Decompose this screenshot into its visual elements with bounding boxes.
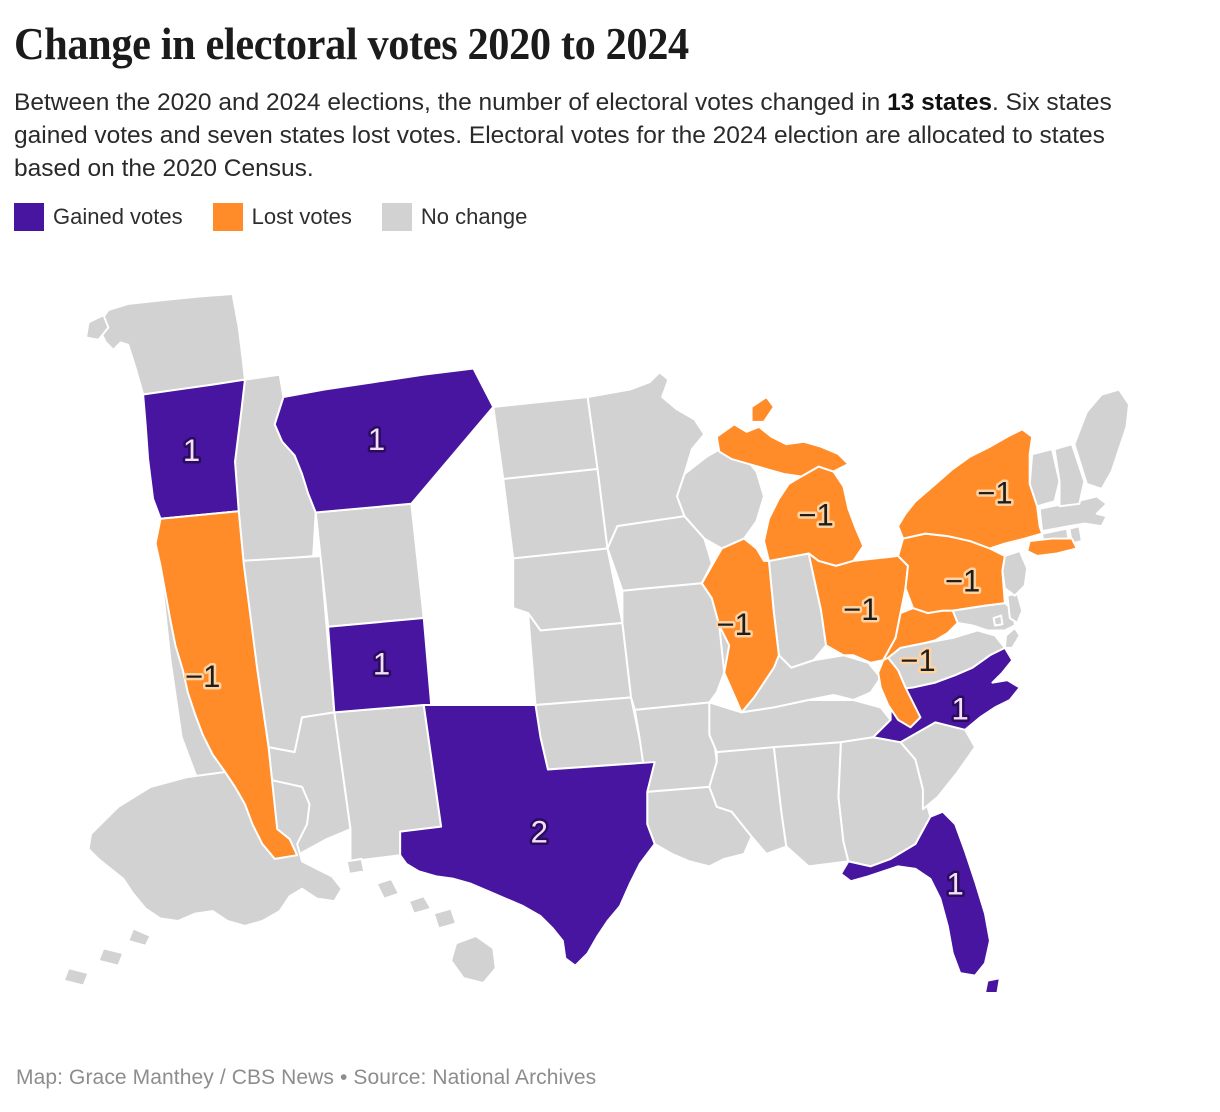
state-south-dakota[interactable] [502,468,609,560]
legend-swatch-lost [212,203,243,231]
state-new-hampshire[interactable] [1053,443,1086,508]
map-legend: Gained votes Lost votes No change [14,203,1206,231]
state-virginia-eastern-shore[interactable] [1003,626,1021,649]
state-label-WV: −1 [900,643,935,678]
state-michigan-upper[interactable] [715,396,850,478]
state-label-MT: 1 [368,422,385,457]
legend-item-no-change[interactable]: No change [381,203,528,231]
state-new-york[interactable] [897,428,1078,557]
state-montana[interactable] [273,367,495,514]
state-new-jersey[interactable] [1001,549,1029,597]
states-gained-group [142,367,1021,995]
state-label-OR: 1 [183,433,200,468]
legend-swatch-nochange [381,203,412,231]
legend-swatch-gained [14,203,44,231]
state-texas[interactable] [399,703,656,967]
state-alaska[interactable] [62,771,343,987]
legend-label-lost: Lost votes [251,204,352,229]
state-west-virginia[interactable] [877,607,959,729]
state-california[interactable] [154,510,299,860]
state-hawaii[interactable] [345,857,497,985]
state-washington[interactable] [94,292,246,396]
subtitle-text-part-2: . Six states gained votes and seven stat… [14,89,1112,182]
state-massachusetts[interactable] [1038,495,1108,533]
state-illinois[interactable] [700,537,780,714]
state-label-NY: −1 [977,475,1012,510]
state-value-labels: 1 1 1 2 1 1 −1 −1 −1 −1 −1 −1 −1 [180,419,1015,903]
states-lost-group [154,396,1078,860]
state-washington-olympic[interactable] [85,314,110,341]
legend-label-no-change: No change [420,204,528,229]
state-label-MI: −1 [798,498,833,533]
state-delaware[interactable] [1006,592,1024,624]
state-label-IL: −1 [716,607,751,642]
state-label-TX: 2 [531,814,548,849]
state-maine[interactable] [1073,388,1131,490]
subtitle-emphasis: 13 states [887,89,992,116]
state-district-of-columbia[interactable] [992,614,1004,627]
us-choropleth-map: 1 1 1 2 1 1 −1 −1 −1 −1 −1 −1 −1 [14,243,1206,1003]
state-label-PA: −1 [945,563,980,598]
state-north-dakota[interactable] [492,396,599,480]
legend-item-lost[interactable]: Lost votes [212,203,352,231]
legend-label-gained: Gained votes [53,204,183,229]
us-map-svg: 1 1 1 2 1 1 −1 −1 −1 −1 −1 −1 −1 [62,292,1131,995]
legend-item-gained[interactable]: Gained votes [14,203,183,231]
state-label-CA: −1 [185,659,220,694]
state-wyoming[interactable] [314,502,425,628]
page-subtitle: Between the 2020 and 2024 elections, the… [14,86,1174,185]
map-credit: Map: Grace Manthey / CBS News • Source: … [16,1066,597,1089]
state-florida[interactable] [839,810,1001,995]
state-oregon[interactable] [142,378,246,520]
state-label-NC: 1 [952,691,969,726]
state-label-OH: −1 [843,592,878,627]
subtitle-text-part-1: Between the 2020 and 2024 elections, the… [14,89,888,116]
states-no-change-group [62,292,1131,987]
state-label-CO: 1 [373,647,390,682]
state-label-FL: 1 [947,866,964,901]
page-title: Change in electoral votes 2020 to 2024 [14,18,689,69]
